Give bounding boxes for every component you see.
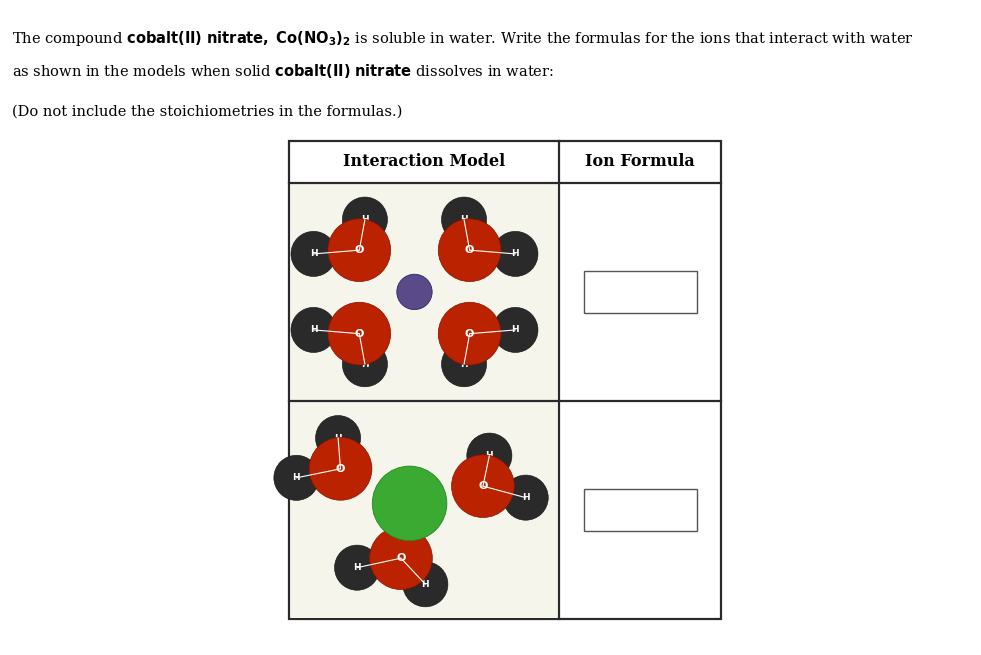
Text: The compound $\mathbf{cobalt(II)\ nitrate,\ Co(NO_3)_2}$ is soluble in water. Wr: The compound $\mathbf{cobalt(II)\ nitrat… [12, 29, 913, 48]
Ellipse shape [439, 219, 501, 282]
Text: H: H [486, 451, 493, 460]
Text: H: H [353, 563, 361, 572]
Text: H: H [310, 326, 317, 335]
Ellipse shape [328, 219, 390, 282]
Text: O: O [465, 245, 475, 255]
Ellipse shape [441, 342, 487, 387]
Bar [584, 489, 697, 531]
Text: O: O [354, 245, 364, 255]
Ellipse shape [342, 342, 387, 387]
Text: O: O [465, 329, 475, 339]
Ellipse shape [370, 527, 433, 590]
Ellipse shape [291, 307, 336, 352]
Ellipse shape [492, 307, 538, 352]
Text: O: O [396, 553, 405, 563]
Ellipse shape [451, 455, 514, 517]
Ellipse shape [335, 545, 380, 590]
Text: Ion Formula: Ion Formula [586, 153, 695, 170]
Text: (Do not include the stoichiometries in the formulas.): (Do not include the stoichiometries in t… [12, 105, 402, 119]
Ellipse shape [328, 303, 390, 365]
Text: H: H [422, 580, 429, 589]
Ellipse shape [291, 231, 336, 276]
Ellipse shape [396, 274, 432, 310]
Bar [289, 141, 721, 619]
Text: H: H [361, 360, 369, 369]
Ellipse shape [439, 303, 501, 365]
Ellipse shape [503, 475, 548, 520]
Text: H: H [512, 250, 519, 259]
Ellipse shape [492, 231, 538, 276]
Text: Interaction Model: Interaction Model [343, 153, 505, 170]
Bar [291, 184, 557, 400]
Text: H: H [361, 215, 369, 224]
Text: O: O [479, 481, 488, 491]
Bar [291, 402, 557, 618]
Ellipse shape [309, 438, 372, 500]
Ellipse shape [316, 415, 361, 460]
Bar [584, 271, 697, 313]
Ellipse shape [403, 562, 448, 607]
Ellipse shape [467, 433, 512, 478]
Ellipse shape [274, 455, 319, 500]
Text: H: H [522, 493, 530, 502]
Text: H: H [335, 434, 342, 443]
Text: H: H [292, 474, 300, 482]
Text: H: H [310, 250, 317, 259]
Ellipse shape [373, 466, 447, 540]
Text: as shown in the models when solid $\mathbf{cobalt(II)\ nitrate}$ dissolves in wa: as shown in the models when solid $\math… [12, 62, 553, 80]
Ellipse shape [441, 197, 487, 242]
Text: H: H [512, 326, 519, 335]
Text: H: H [460, 215, 468, 224]
Ellipse shape [342, 197, 387, 242]
Text: H: H [460, 360, 468, 369]
Text: O: O [354, 329, 364, 339]
Text: O: O [336, 464, 345, 474]
